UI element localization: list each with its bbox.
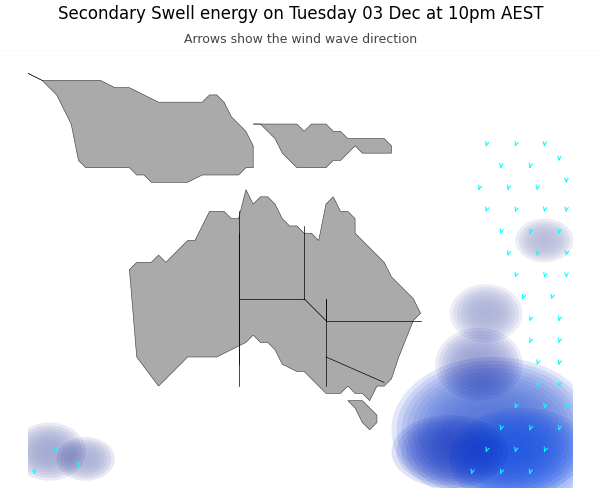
- Ellipse shape: [457, 290, 515, 337]
- Ellipse shape: [474, 425, 571, 488]
- Ellipse shape: [391, 415, 508, 488]
- Ellipse shape: [20, 428, 79, 475]
- Ellipse shape: [24, 431, 75, 472]
- Ellipse shape: [64, 443, 108, 475]
- Ellipse shape: [453, 287, 519, 340]
- Ellipse shape: [432, 386, 555, 473]
- Polygon shape: [348, 401, 377, 430]
- Ellipse shape: [17, 426, 82, 478]
- Ellipse shape: [422, 379, 565, 481]
- Ellipse shape: [479, 428, 566, 488]
- Ellipse shape: [417, 375, 570, 485]
- Polygon shape: [129, 189, 421, 401]
- Polygon shape: [28, 73, 253, 183]
- Ellipse shape: [406, 424, 493, 479]
- Ellipse shape: [397, 361, 590, 488]
- Ellipse shape: [416, 430, 484, 473]
- Ellipse shape: [396, 418, 503, 485]
- Ellipse shape: [60, 440, 111, 478]
- Text: Arrows show the wind wave direction: Arrows show the wind wave direction: [184, 34, 417, 46]
- Ellipse shape: [465, 418, 581, 488]
- Ellipse shape: [442, 334, 515, 395]
- Ellipse shape: [13, 423, 86, 481]
- Ellipse shape: [459, 415, 585, 488]
- Ellipse shape: [519, 222, 570, 260]
- Ellipse shape: [450, 408, 596, 488]
- Ellipse shape: [454, 411, 590, 488]
- Ellipse shape: [522, 224, 566, 257]
- Ellipse shape: [446, 337, 511, 391]
- Ellipse shape: [401, 364, 585, 488]
- Ellipse shape: [515, 219, 573, 263]
- Ellipse shape: [56, 437, 115, 481]
- Polygon shape: [253, 124, 391, 168]
- Text: Secondary Swell energy on Tuesday 03 Dec at 10pm AEST: Secondary Swell energy on Tuesday 03 Dec…: [58, 5, 543, 23]
- Ellipse shape: [401, 421, 498, 482]
- Ellipse shape: [411, 427, 489, 476]
- Ellipse shape: [439, 331, 519, 398]
- Ellipse shape: [391, 357, 596, 488]
- Ellipse shape: [450, 284, 522, 343]
- Ellipse shape: [435, 328, 522, 401]
- Ellipse shape: [469, 422, 576, 488]
- Ellipse shape: [412, 371, 575, 488]
- Ellipse shape: [407, 368, 580, 488]
- Ellipse shape: [427, 383, 560, 477]
